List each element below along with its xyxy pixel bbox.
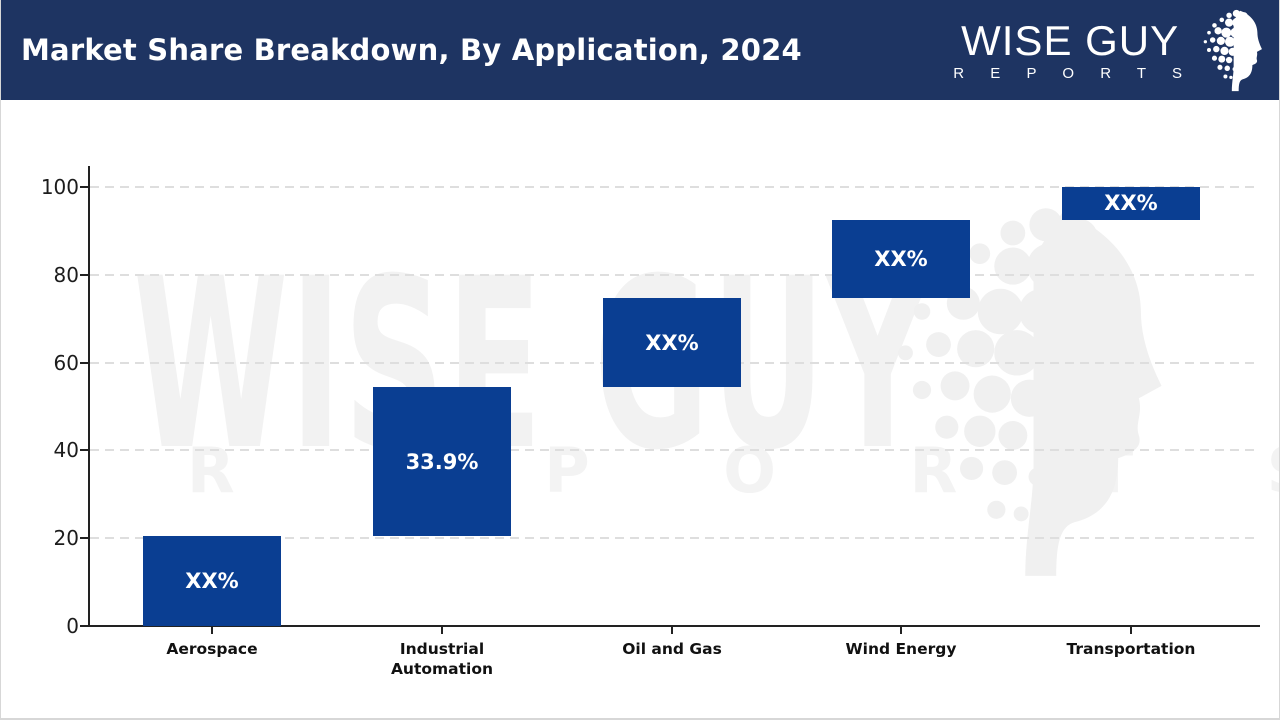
page-title: Market Share Breakdown, By Application, … [21,33,802,67]
y-tick-mark-60 [80,361,88,364]
bar-value-label: XX% [874,246,928,271]
bar-value-label: XX% [185,568,239,593]
gridline-40 [90,449,1260,452]
bar-value-label: 33.9% [405,449,479,474]
watermark-text-line1: WISE GUY [133,229,930,502]
y-tick-mark-80 [80,273,88,276]
x-axis-line [88,625,1260,627]
logo-head-icon [1203,9,1262,92]
logo-wordmark: WISE GUY [961,16,1180,64]
y-tick-label-20: 20 [53,526,79,551]
y-tick-mark-20 [80,537,88,540]
category-label-line: Automation [390,660,494,678]
y-tick-mark-40 [80,449,88,452]
x-tick-mark-industrial-automation [441,627,443,634]
gridline-20 [90,537,1260,540]
y-tick-label-80: 80 [53,262,79,287]
x-tick-mark-wind-energy [900,627,902,634]
logo-subtitle: R E P O R T S [953,64,1193,82]
category-label-line: Transportation [1066,640,1196,658]
wiseguy-logo: WISE GUY R E P O R T S [947,8,1265,92]
category-label-line: Wind Energy [845,640,957,658]
x-tick-mark-transportation [1130,627,1132,634]
logo-text: WISE GUY R E P O R T S [947,16,1193,82]
category-label-industrial-automation: Industrial Automation [332,639,552,679]
y-tick-label-60: 60 [53,350,79,375]
bar-industrial-automation: 33.9% [373,387,511,536]
bar-oil-and-gas: XX% [603,298,741,388]
y-tick-label-0: 0 [66,614,79,638]
gridline-80 [90,273,1260,276]
bar-transportation: XX% [1062,187,1200,220]
bar-value-label: XX% [645,330,699,355]
y-tick-label-40: 40 [53,438,79,463]
category-label-transportation: Transportation [1021,639,1241,659]
y-tick-mark-100 [80,186,88,188]
category-label-wind-energy: Wind Energy [791,639,1011,659]
category-label-aerospace: Aerospace [102,639,322,659]
category-label-line: Industrial [399,640,485,658]
category-label-line: Oil and Gas [622,640,722,658]
y-tick-mark-0 [80,625,88,627]
bar-value-label: XX% [1104,191,1158,216]
y-axis-line [88,166,90,627]
y-tick-label-100: 100 [40,175,79,199]
header-bar: Market Share Breakdown, By Application, … [1,0,1279,100]
bar-wind-energy: XX% [832,219,970,299]
category-label-oil-and-gas: Oil and Gas [562,639,782,659]
category-label-line: Aerospace [166,640,258,658]
x-tick-mark-oil-and-gas [671,627,673,634]
gridline-100 [90,186,1260,188]
x-tick-mark-aerospace [211,627,213,634]
bar-aerospace: XX% [143,536,281,626]
